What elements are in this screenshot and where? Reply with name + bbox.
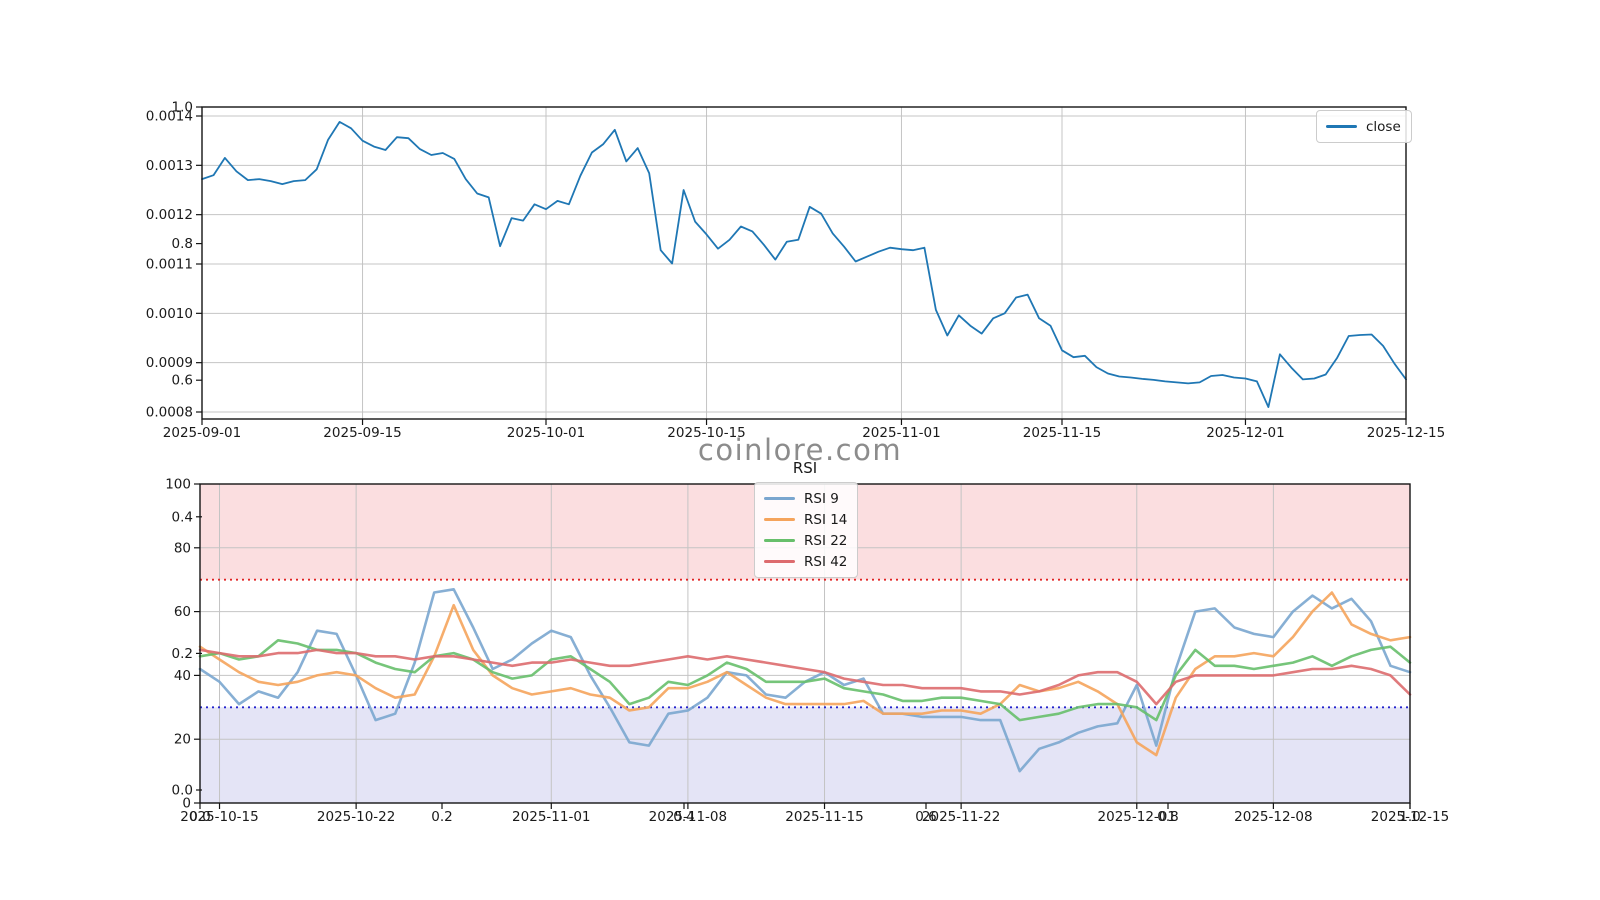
rsi22-legend-swatch	[764, 539, 795, 542]
svg-text:2025-12-01: 2025-12-01	[1098, 809, 1176, 825]
svg-text:2025-09-01: 2025-09-01	[163, 425, 241, 441]
rsi-chart-title: RSI	[792, 459, 818, 477]
svg-text:2025-12-15: 2025-12-15	[1371, 809, 1449, 825]
rsi-lines	[198, 587, 1412, 773]
close-line	[201, 121, 1407, 409]
svg-text:0: 0	[182, 796, 191, 812]
svg-text:0.4: 0.4	[172, 509, 193, 525]
svg-text:2025-12-15: 2025-12-15	[1367, 425, 1445, 441]
svg-text:40: 40	[174, 668, 191, 684]
svg-text:0.0010: 0.0010	[146, 306, 193, 322]
top-chart-frame	[201, 106, 1407, 420]
close-legend-item: close	[1326, 116, 1401, 137]
figure-axis-stray-labels: 1.0 0.8 0.6 0.4 0.2 0.0 0.0 0.2 0.4 0.6 0.8 1.0	[172, 100, 1421, 826]
svg-text:0.0: 0.0	[172, 783, 193, 799]
rsi42-legend-item: RSI 42	[764, 551, 847, 572]
svg-text:2025-11-08: 2025-11-08	[649, 809, 727, 825]
svg-text:0.0008: 0.0008	[146, 405, 193, 421]
rsi-threshold-lines	[200, 578, 1410, 709]
close-legend-label: close	[1366, 118, 1401, 135]
svg-text:0.4: 0.4	[673, 809, 694, 825]
rsi42-legend-swatch	[764, 560, 795, 563]
rsi-legend: RSI 9 RSI 14 RSI 22 RSI 42	[754, 482, 859, 578]
svg-text:0.6: 0.6	[172, 373, 193, 389]
svg-text:2025-11-15: 2025-11-15	[785, 809, 863, 825]
watermark: coinlore.com	[697, 433, 903, 467]
svg-text:1.0: 1.0	[172, 100, 193, 116]
svg-text:0.0014: 0.0014	[146, 109, 193, 125]
svg-text:20: 20	[174, 732, 191, 748]
rsi14-legend-swatch	[764, 518, 795, 521]
svg-text:2025-11-15: 2025-11-15	[1023, 425, 1101, 441]
svg-text:0.0013: 0.0013	[146, 158, 193, 174]
svg-text:2025-11-01: 2025-11-01	[862, 425, 940, 441]
svg-text:0.0011: 0.0011	[146, 257, 193, 273]
svg-text:2025-11-01: 2025-11-01	[512, 809, 590, 825]
svg-text:60: 60	[174, 604, 191, 620]
svg-text:2025-12-01: 2025-12-01	[1206, 425, 1284, 441]
svg-text:2025-09-15: 2025-09-15	[323, 425, 401, 441]
rsi9-legend-item: RSI 9	[764, 488, 847, 509]
rsi22-legend-label: RSI 22	[804, 532, 848, 549]
svg-text:0.2: 0.2	[172, 646, 193, 662]
svg-text:0.6: 0.6	[915, 809, 936, 825]
svg-text:1.0: 1.0	[1399, 809, 1420, 825]
svg-text:2025-10-22: 2025-10-22	[317, 809, 395, 825]
rsi42-legend-label: RSI 42	[804, 553, 848, 570]
svg-text:2025-10-15: 2025-10-15	[667, 425, 745, 441]
rsi-chart-grid	[200, 484, 1411, 803]
svg-text:80: 80	[174, 540, 191, 556]
svg-text:0.8: 0.8	[1157, 809, 1178, 825]
rsi22-legend-item: RSI 22	[764, 530, 847, 551]
rsi9-legend-swatch	[764, 497, 795, 500]
rsi14-legend-item: RSI 14	[764, 509, 847, 530]
svg-text:0.0012: 0.0012	[146, 207, 193, 223]
svg-text:0.0009: 0.0009	[146, 355, 193, 371]
close-legend: close	[1316, 110, 1412, 143]
svg-text:0.8: 0.8	[172, 236, 193, 252]
svg-text:0.2: 0.2	[431, 809, 452, 825]
rsi9-legend-label: RSI 9	[804, 490, 839, 507]
svg-text:2025-12-08: 2025-12-08	[1234, 809, 1312, 825]
close-legend-swatch	[1326, 125, 1357, 128]
svg-text:0.0: 0.0	[189, 809, 210, 825]
svg-text:2025-10-01: 2025-10-01	[507, 425, 585, 441]
top-chart-grid	[201, 107, 1407, 419]
rsi14-legend-label: RSI 14	[804, 511, 848, 528]
svg-text:100: 100	[165, 477, 191, 493]
svg-text:2025-11-22: 2025-11-22	[922, 809, 1000, 825]
rsi-chart-bands	[200, 484, 1410, 803]
top-chart-axis-labels: 0.0014 0.0013 0.0012 0.0011 0.0010 0.0009 0.00…	[146, 109, 1445, 442]
svg-text:2025-10-15: 2025-10-15	[180, 809, 258, 825]
